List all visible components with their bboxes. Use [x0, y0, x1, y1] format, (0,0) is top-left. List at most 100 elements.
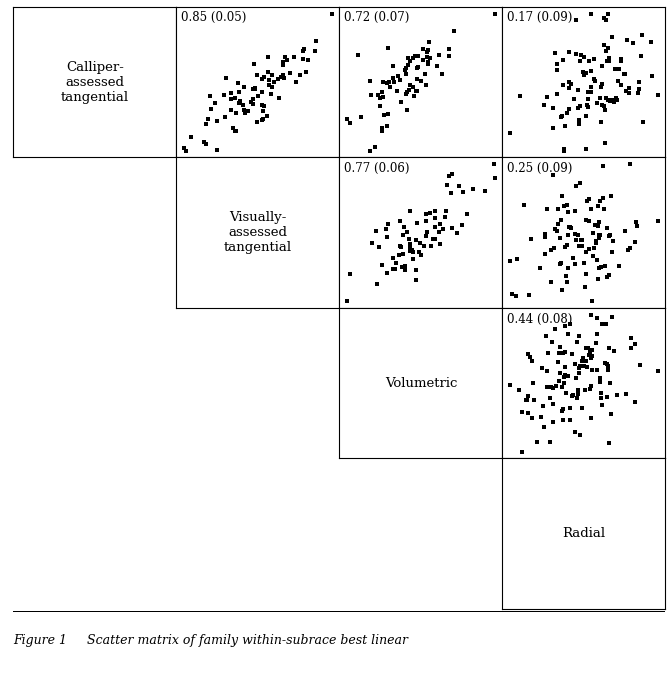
Point: [401, 86, 412, 98]
Point: [442, 180, 452, 191]
Point: [636, 29, 647, 40]
Point: [264, 79, 275, 90]
Point: [581, 342, 591, 353]
Point: [327, 8, 337, 19]
Point: [610, 93, 621, 104]
Point: [461, 209, 472, 220]
Point: [256, 86, 267, 98]
Point: [594, 230, 605, 241]
Point: [603, 437, 614, 448]
Point: [200, 118, 211, 129]
Point: [593, 220, 604, 231]
Point: [201, 139, 212, 150]
Point: [407, 244, 417, 255]
Point: [584, 193, 595, 204]
Point: [554, 341, 565, 352]
Point: [592, 328, 603, 339]
Point: [243, 106, 254, 117]
Point: [599, 39, 610, 51]
Point: [581, 268, 592, 280]
Point: [573, 230, 584, 241]
Point: [423, 58, 433, 69]
Point: [457, 219, 468, 230]
Point: [423, 36, 434, 47]
Point: [411, 264, 421, 275]
Point: [505, 255, 515, 266]
Point: [394, 249, 405, 260]
Point: [548, 417, 558, 428]
Point: [635, 51, 646, 62]
Point: [401, 227, 412, 238]
Point: [407, 254, 418, 265]
Point: [394, 215, 405, 226]
Point: [569, 206, 580, 217]
Point: [412, 86, 423, 97]
Point: [556, 190, 567, 201]
Point: [303, 55, 314, 66]
Point: [409, 91, 420, 102]
Text: Radial: Radial: [562, 527, 605, 540]
Point: [310, 46, 321, 57]
Point: [454, 181, 464, 192]
Point: [603, 52, 614, 63]
Point: [596, 262, 607, 273]
Point: [382, 267, 392, 278]
Point: [559, 200, 570, 211]
Point: [429, 213, 440, 224]
Point: [430, 222, 441, 233]
Point: [573, 240, 584, 251]
Point: [392, 86, 403, 97]
Point: [595, 376, 605, 388]
Point: [603, 365, 614, 376]
Point: [427, 233, 438, 244]
Point: [404, 79, 415, 90]
Point: [559, 370, 570, 381]
Point: [554, 376, 564, 387]
Point: [538, 99, 549, 110]
Point: [614, 63, 625, 74]
Point: [422, 52, 433, 63]
Point: [574, 114, 585, 125]
Point: [564, 76, 575, 87]
Point: [599, 203, 610, 215]
Point: [583, 101, 593, 112]
Point: [630, 217, 641, 228]
Point: [573, 367, 584, 378]
Point: [575, 56, 585, 67]
Point: [526, 233, 536, 244]
Point: [566, 390, 577, 401]
Point: [601, 92, 612, 103]
Point: [411, 62, 422, 73]
Point: [564, 222, 575, 233]
Point: [250, 82, 261, 93]
Point: [572, 337, 583, 348]
Point: [378, 92, 388, 103]
Point: [606, 32, 617, 43]
Point: [447, 168, 458, 179]
Point: [554, 232, 565, 243]
Point: [583, 93, 593, 104]
Point: [584, 244, 595, 255]
Point: [579, 384, 590, 395]
Point: [422, 57, 433, 68]
Point: [532, 437, 543, 448]
Point: [569, 93, 579, 104]
Point: [290, 77, 301, 88]
Point: [437, 224, 448, 235]
Point: [616, 80, 627, 91]
Point: [376, 122, 387, 134]
Point: [249, 83, 260, 94]
Point: [564, 402, 575, 413]
Point: [278, 72, 289, 83]
Point: [576, 241, 587, 252]
Point: [597, 100, 607, 111]
Point: [382, 120, 392, 131]
Point: [563, 370, 574, 381]
Point: [382, 219, 393, 230]
Point: [417, 55, 428, 66]
Point: [587, 251, 598, 262]
Point: [232, 78, 243, 89]
Point: [549, 47, 560, 58]
Point: [400, 264, 411, 275]
Point: [540, 228, 550, 239]
